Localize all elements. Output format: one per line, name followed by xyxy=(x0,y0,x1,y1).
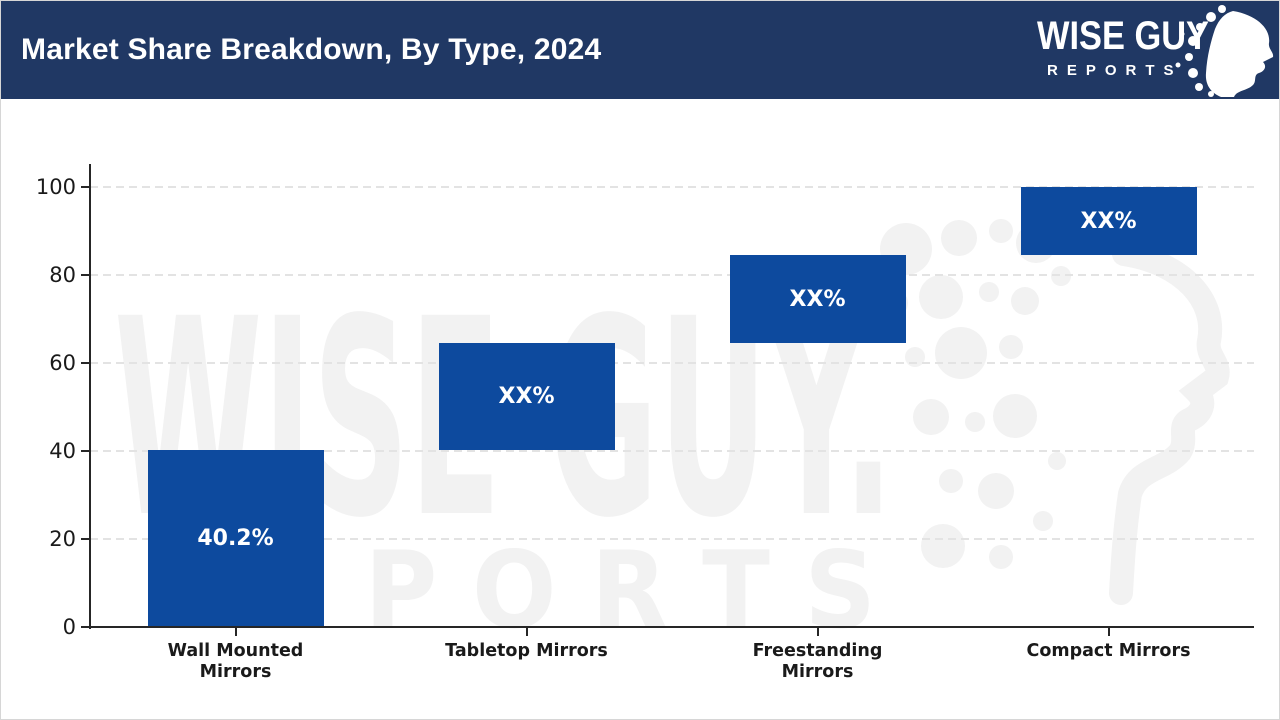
y-axis-tick-mark xyxy=(81,450,90,452)
y-axis-tick-mark xyxy=(81,538,90,540)
y-axis-tick-label: 0 xyxy=(62,615,76,639)
category-label-tabletop-mirrors: Tabletop Mirrors xyxy=(445,641,608,661)
category-label-compact-mirrors: Compact Mirrors xyxy=(1026,641,1191,661)
x-axis-line xyxy=(89,626,1254,628)
gridline-20 xyxy=(90,538,1254,540)
bar-value-label: XX% xyxy=(789,286,846,312)
gridline-100 xyxy=(90,186,1254,188)
category-label-wall-mounted-mirrors: Wall Mounted Mirrors xyxy=(167,641,304,682)
bar-value-label: XX% xyxy=(498,384,555,410)
y-axis-tick-label: 80 xyxy=(49,263,76,287)
bar-wall-mounted-mirrors: 40.2% xyxy=(147,450,324,627)
y-axis-tick-mark xyxy=(81,362,90,364)
y-axis-tick-label: 40 xyxy=(49,439,76,463)
bar-tabletop-mirrors: XX% xyxy=(438,343,615,451)
logo-dotted-head-icon xyxy=(1175,5,1274,97)
y-axis-tick-label: 20 xyxy=(49,527,76,551)
x-axis-tick-mark xyxy=(816,628,819,636)
y-axis-tick-label: 60 xyxy=(49,351,76,375)
y-axis-tick-mark xyxy=(81,626,90,628)
x-axis-tick-mark xyxy=(525,628,528,636)
y-axis-tick-mark xyxy=(81,274,90,276)
gridline-80 xyxy=(90,274,1254,276)
bar-value-label: XX% xyxy=(1080,208,1137,234)
gridline-40 xyxy=(90,450,1254,452)
chart-title: Market Share Breakdown, By Type, 2024 xyxy=(21,33,602,66)
x-axis-tick-mark xyxy=(1107,628,1110,636)
y-axis-line xyxy=(89,164,91,629)
bar-value-label: 40.2% xyxy=(197,526,274,552)
x-axis-tick-mark xyxy=(234,628,237,636)
gridline-60 xyxy=(90,362,1254,364)
bar-compact-mirrors: XX% xyxy=(1020,187,1197,256)
logo-reports-text: REPORTS xyxy=(1047,62,1183,79)
wise-guy-reports-logo: WISE GUY REPORTS xyxy=(1037,5,1274,97)
bar-freestanding-mirrors: XX% xyxy=(729,255,906,344)
header-bar: Market Share Breakdown, By Type, 2024 WI… xyxy=(1,1,1279,99)
category-label-freestanding-mirrors: Freestanding Mirrors xyxy=(752,641,883,682)
y-axis-tick-label: 100 xyxy=(35,175,76,199)
y-axis-tick-mark xyxy=(81,186,90,188)
